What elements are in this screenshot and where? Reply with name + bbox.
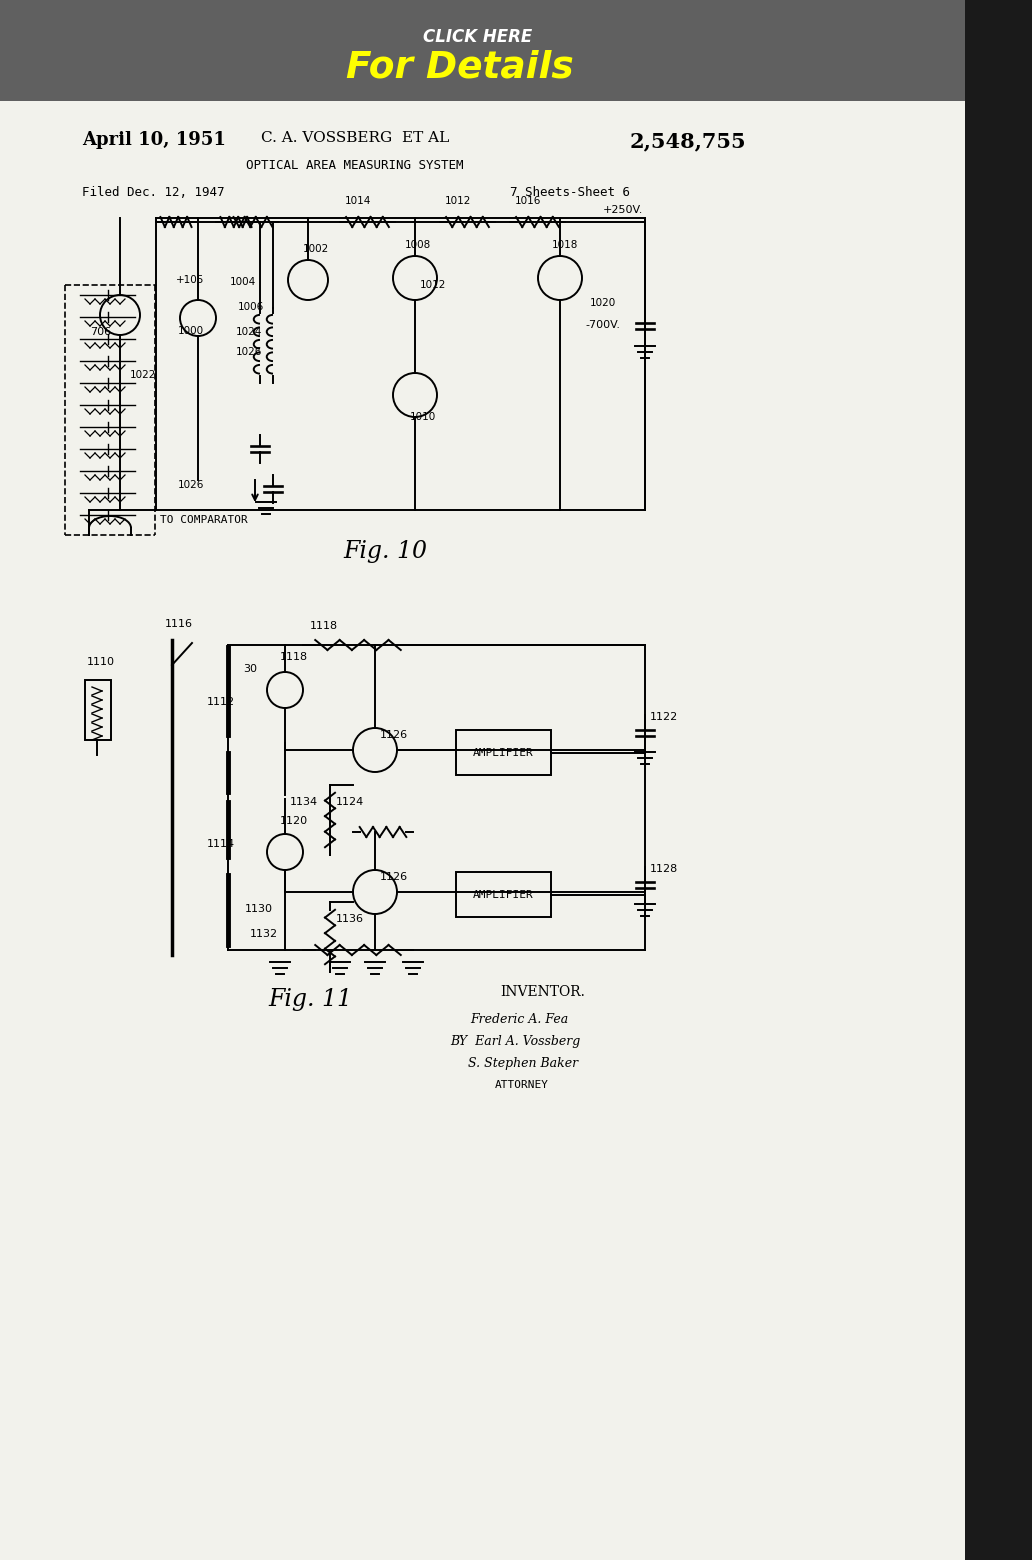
Text: 1020: 1020 (590, 298, 616, 307)
Text: 1016: 1016 (515, 197, 542, 206)
Text: 1024: 1024 (236, 328, 262, 337)
Text: S. Stephen Baker: S. Stephen Baker (467, 1058, 578, 1070)
Text: 1122: 1122 (650, 711, 678, 722)
Text: OPTICAL AREA MEASURING SYSTEM: OPTICAL AREA MEASURING SYSTEM (247, 159, 463, 172)
Bar (0, 0, 1032, 101)
Text: 7 Sheets-Sheet 6: 7 Sheets-Sheet 6 (510, 186, 630, 200)
Text: 1022: 1022 (130, 370, 157, 381)
Bar (456, 872, 551, 917)
Text: 1014: 1014 (345, 197, 372, 206)
Text: 1018: 1018 (552, 240, 578, 250)
Text: 30: 30 (243, 665, 257, 674)
Text: -700V.: -700V. (585, 320, 620, 331)
Text: ATTORNEY: ATTORNEY (495, 1080, 549, 1090)
Text: For Details: For Details (346, 50, 574, 86)
Text: 1124: 1124 (336, 797, 364, 807)
Text: 1026: 1026 (178, 480, 204, 490)
Text: April 10, 1951: April 10, 1951 (82, 131, 226, 150)
Text: 1002: 1002 (303, 243, 329, 254)
Text: Frederic A. Fea: Frederic A. Fea (470, 1012, 569, 1026)
Text: 1126: 1126 (380, 872, 408, 881)
Text: Filed Dec. 12, 1947: Filed Dec. 12, 1947 (82, 186, 225, 200)
Bar (965, 0, 1032, 1560)
Text: AMPLIFIER: AMPLIFIER (473, 889, 534, 900)
Bar (85, 680, 111, 739)
Text: C. A. VOSSBERG  ET AL: C. A. VOSSBERG ET AL (261, 131, 449, 145)
Bar (456, 730, 551, 775)
Text: 1132: 1132 (250, 930, 279, 939)
Text: 2,548,755: 2,548,755 (630, 131, 746, 151)
Text: +250V.: +250V. (603, 204, 643, 215)
Text: 1114: 1114 (207, 839, 235, 849)
Text: 1004: 1004 (230, 278, 256, 287)
Text: 1130: 1130 (245, 903, 273, 914)
Text: 1120: 1120 (280, 816, 309, 825)
Text: 1010: 1010 (410, 412, 437, 423)
Text: 1118: 1118 (310, 621, 338, 630)
Text: 1012: 1012 (420, 279, 447, 290)
Text: 1026: 1026 (236, 346, 262, 357)
Text: 1126: 1126 (380, 730, 408, 739)
Text: 1112: 1112 (207, 697, 235, 707)
Text: 1136: 1136 (336, 914, 364, 924)
Text: 1116: 1116 (165, 619, 193, 629)
Text: 1110: 1110 (87, 657, 115, 668)
Text: CLICK HERE: CLICK HERE (423, 28, 533, 45)
Text: BY  Earl A. Vossberg: BY Earl A. Vossberg (450, 1034, 580, 1048)
Text: 1118: 1118 (280, 652, 309, 661)
Text: Fig. 10: Fig. 10 (343, 540, 427, 563)
Text: 1134: 1134 (290, 797, 318, 807)
Text: AMPLIFIER: AMPLIFIER (473, 747, 534, 758)
Text: 706: 706 (90, 328, 111, 337)
Text: 1012: 1012 (445, 197, 472, 206)
Text: 1008: 1008 (405, 240, 431, 250)
Text: INVENTOR.: INVENTOR. (499, 984, 585, 998)
Text: +105: +105 (176, 275, 204, 285)
Text: TO COMPARATOR: TO COMPARATOR (160, 515, 248, 526)
Text: Fig. 11: Fig. 11 (268, 987, 352, 1011)
Text: 1006: 1006 (238, 303, 264, 312)
Text: 1128: 1128 (650, 864, 678, 874)
Text: 1000: 1000 (178, 326, 204, 335)
